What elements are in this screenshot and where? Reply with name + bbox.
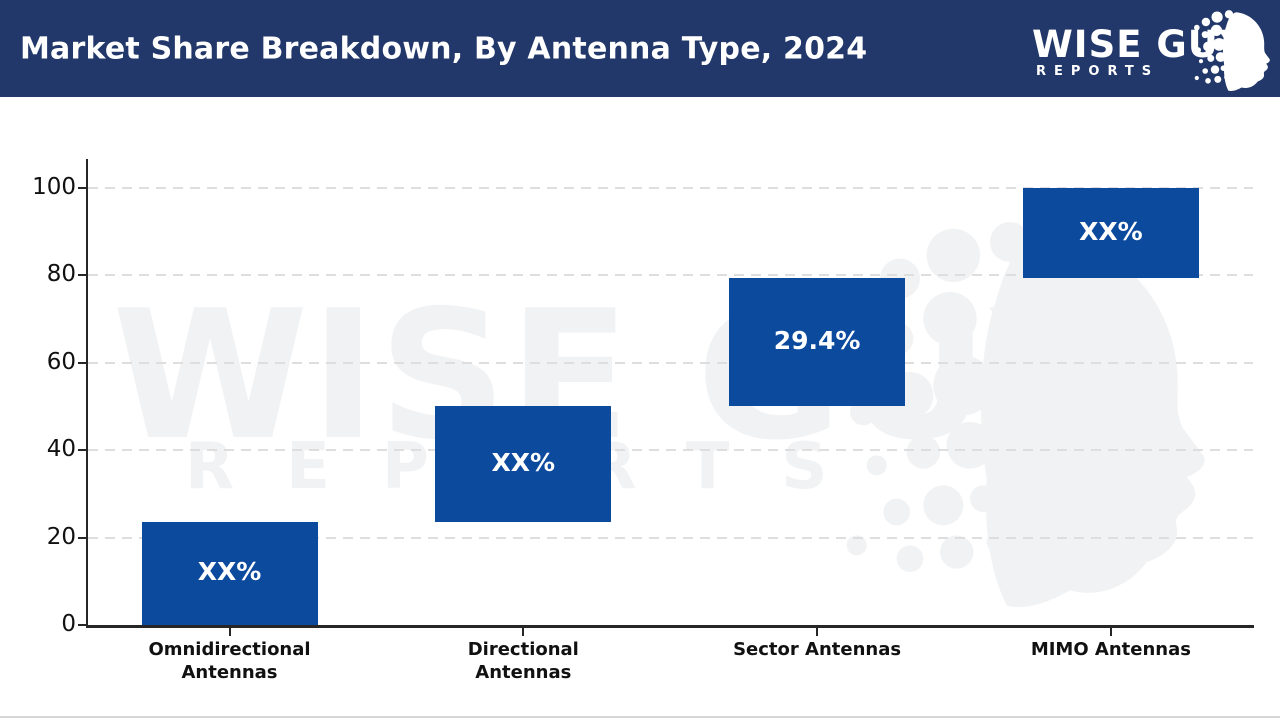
- x-tick-mark: [816, 628, 819, 636]
- chart-area: WISE GUY REPORTS 020406080100XX%Omnidire…: [0, 97, 1280, 720]
- x-tick-mark: [522, 628, 525, 636]
- bar-value-label-3: XX%: [1079, 216, 1143, 246]
- x-tick-mark: [228, 628, 231, 636]
- logo-subtitle: REPORTS: [1036, 64, 1160, 79]
- page-title: Market Share Breakdown, By Antenna Type,…: [20, 31, 868, 66]
- y-tick-mark: [78, 449, 87, 451]
- x-category-label-3: MIMO Antennas: [1030, 639, 1191, 660]
- bar-1: [435, 406, 612, 522]
- y-tick-label: 40: [46, 436, 76, 462]
- y-axis: [86, 159, 88, 627]
- logo-dothead-icon: [1187, 8, 1271, 92]
- y-tick-mark: [78, 361, 87, 364]
- header-banner: Market Share Breakdown, By Antenna Type,…: [0, 0, 1280, 97]
- gridline-20: [88, 536, 1253, 539]
- bar-2: [729, 277, 906, 407]
- y-tick-label: 80: [46, 261, 76, 287]
- x-category-label-0: Omnidirectional Antennas: [148, 639, 311, 683]
- y-tick-label: 100: [32, 173, 76, 200]
- gridline-100: [88, 186, 1253, 189]
- gridline-60: [88, 361, 1253, 364]
- bar-value-label-0: XX%: [197, 557, 262, 587]
- y-tick-label: 0: [61, 611, 76, 637]
- y-tick-mark: [78, 186, 87, 189]
- x-tick-mark: [1109, 628, 1112, 636]
- y-tick-mark: [78, 624, 87, 626]
- y-tick-label: 60: [46, 348, 76, 375]
- bar-value-label-2: 29.4%: [773, 325, 861, 355]
- y-tick-mark: [78, 536, 87, 539]
- footer-divider: [0, 716, 1280, 718]
- bar-0: [141, 521, 318, 625]
- x-axis: [86, 625, 1254, 628]
- y-tick-label: 20: [46, 523, 76, 550]
- gridline-40: [88, 449, 1253, 451]
- x-category-label-2: Sector Antennas: [733, 639, 902, 660]
- bar-3: [1022, 187, 1199, 278]
- gridline-80: [88, 274, 1253, 276]
- brand-logo: WISE GUY REPORTS: [1002, 6, 1272, 92]
- bar-value-label-1: XX%: [491, 448, 556, 477]
- x-category-label-1: Directional Antennas: [467, 639, 579, 683]
- y-tick-mark: [78, 274, 87, 276]
